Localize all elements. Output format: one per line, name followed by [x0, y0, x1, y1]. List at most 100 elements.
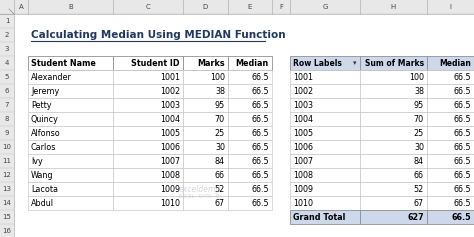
Bar — [183, 140, 228, 154]
Text: 84: 84 — [414, 156, 424, 165]
Text: 30: 30 — [215, 142, 225, 151]
Bar — [183, 182, 228, 196]
Text: F: F — [279, 4, 283, 10]
Bar — [228, 112, 272, 126]
Bar — [28, 196, 113, 210]
Text: 4: 4 — [5, 60, 9, 66]
Text: Petty: Petty — [31, 100, 52, 109]
Text: 1006: 1006 — [293, 142, 313, 151]
Bar — [113, 140, 183, 154]
Text: 66: 66 — [414, 170, 424, 179]
Bar — [113, 154, 183, 168]
Bar — [290, 210, 360, 224]
Bar — [360, 84, 427, 98]
Text: 15: 15 — [2, 214, 11, 220]
Bar — [113, 70, 183, 84]
Bar — [427, 182, 474, 196]
Bar — [228, 154, 272, 168]
Text: 1003: 1003 — [160, 100, 180, 109]
Text: 66.5: 66.5 — [251, 100, 269, 109]
Bar — [28, 84, 113, 98]
Bar — [290, 168, 360, 182]
Text: 1001: 1001 — [293, 73, 313, 82]
Text: ▾: ▾ — [353, 60, 357, 66]
Text: 67: 67 — [215, 199, 225, 208]
Bar — [183, 98, 228, 112]
Text: 70: 70 — [414, 114, 424, 123]
Bar — [427, 56, 474, 70]
Bar — [183, 84, 228, 98]
Text: Quincy: Quincy — [31, 114, 59, 123]
Bar — [113, 196, 183, 210]
Text: 66.5: 66.5 — [451, 213, 471, 222]
Text: 1004: 1004 — [160, 114, 180, 123]
Text: Student Name: Student Name — [31, 59, 96, 68]
Text: 1008: 1008 — [160, 170, 180, 179]
Text: 66.5: 66.5 — [453, 184, 471, 193]
Text: 95: 95 — [215, 100, 225, 109]
Bar — [28, 126, 113, 140]
Text: H: H — [391, 4, 396, 10]
Bar — [360, 154, 427, 168]
Bar — [290, 126, 360, 140]
Text: 10: 10 — [2, 144, 11, 150]
Text: exceldemy: exceldemy — [179, 184, 221, 193]
Bar — [290, 112, 360, 126]
Text: 66.5: 66.5 — [453, 142, 471, 151]
Bar — [290, 98, 360, 112]
Text: 66.5: 66.5 — [251, 87, 269, 96]
Bar — [427, 168, 474, 182]
Text: Jeremy: Jeremy — [31, 87, 59, 96]
Bar — [228, 168, 272, 182]
Bar — [360, 196, 427, 210]
Text: 1007: 1007 — [160, 156, 180, 165]
Bar — [28, 112, 113, 126]
Bar — [360, 70, 427, 84]
Bar — [360, 168, 427, 182]
Text: 66.5: 66.5 — [453, 114, 471, 123]
Text: 66.5: 66.5 — [251, 199, 269, 208]
Text: D: D — [203, 4, 208, 10]
Text: 627: 627 — [407, 213, 424, 222]
Text: Wang: Wang — [31, 170, 54, 179]
Bar — [427, 140, 474, 154]
Bar — [427, 112, 474, 126]
Text: 66.5: 66.5 — [453, 100, 471, 109]
Text: 1009: 1009 — [293, 184, 313, 193]
Bar — [183, 112, 228, 126]
Text: 1007: 1007 — [293, 156, 313, 165]
Bar — [113, 84, 183, 98]
Bar — [28, 70, 113, 84]
Bar — [360, 126, 427, 140]
Text: 8: 8 — [5, 116, 9, 122]
Bar — [228, 84, 272, 98]
Text: 66.5: 66.5 — [251, 142, 269, 151]
Text: 66.5: 66.5 — [453, 87, 471, 96]
Text: Lacota: Lacota — [31, 184, 58, 193]
Bar — [360, 210, 427, 224]
Bar — [290, 182, 360, 196]
Bar — [28, 56, 113, 70]
Text: Grand Total: Grand Total — [293, 213, 346, 222]
Text: 1005: 1005 — [160, 128, 180, 137]
Text: 66.5: 66.5 — [251, 128, 269, 137]
Bar — [28, 154, 113, 168]
Text: 70: 70 — [215, 114, 225, 123]
Text: 1005: 1005 — [293, 128, 313, 137]
Bar — [183, 196, 228, 210]
Bar — [290, 140, 360, 154]
Text: 11: 11 — [2, 158, 11, 164]
Text: 2: 2 — [5, 32, 9, 38]
Bar — [228, 98, 272, 112]
Bar — [360, 98, 427, 112]
Text: 66.5: 66.5 — [453, 156, 471, 165]
Text: 66.5: 66.5 — [251, 170, 269, 179]
Bar — [427, 70, 474, 84]
Text: 12: 12 — [2, 172, 11, 178]
Text: 52: 52 — [414, 184, 424, 193]
Bar — [113, 182, 183, 196]
Bar — [228, 70, 272, 84]
Bar — [290, 56, 360, 70]
Text: 66.5: 66.5 — [453, 128, 471, 137]
Text: I: I — [449, 4, 452, 10]
